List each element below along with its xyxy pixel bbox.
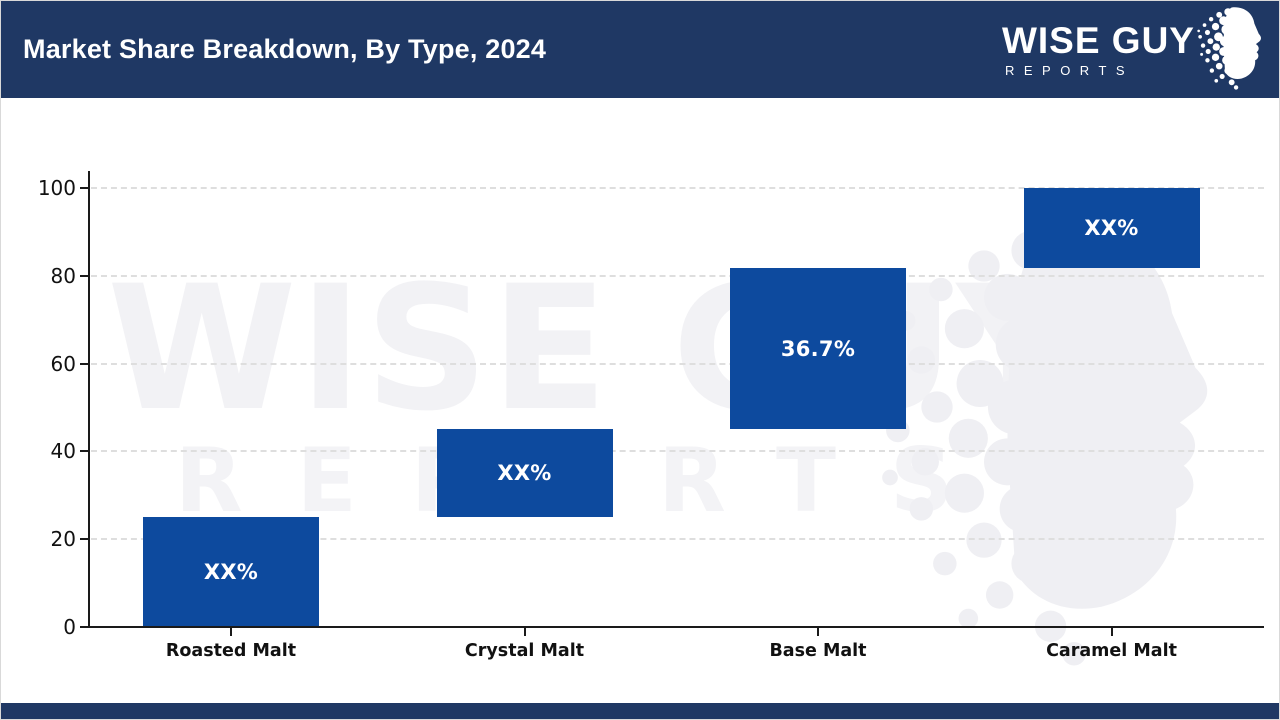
y-tick-mark (80, 450, 88, 453)
y-tick-label: 0 (63, 615, 76, 639)
chart-title: Market Share Breakdown, By Type, 2024 (23, 34, 547, 64)
gridline (91, 450, 1264, 453)
bar-roasted-malt: XX% (143, 517, 319, 627)
x-tick-mark (817, 628, 819, 636)
y-tick-mark (80, 274, 88, 277)
logo-wordmark: WISE GUY (1001, 19, 1195, 61)
gridline (91, 362, 1264, 365)
bar-value-label: XX% (203, 560, 259, 585)
x-tick-mark (230, 628, 232, 636)
logo-subtext: REPORTS (1004, 62, 1135, 78)
y-tick-label: 80 (50, 263, 76, 288)
y-tick-label: 20 (50, 527, 76, 552)
y-tick-mark (80, 538, 88, 541)
y-tick-mark (80, 187, 88, 189)
x-category-label: Crystal Malt (464, 641, 585, 661)
y-tick-label: 40 (50, 439, 76, 464)
gridline (91, 538, 1264, 541)
bar-value-label: XX% (1084, 216, 1139, 241)
y-tick-label: 100 (37, 176, 76, 200)
y-tick-mark (80, 362, 88, 365)
y-tick-mark (80, 626, 88, 628)
gridline (91, 274, 1264, 277)
bar-caramel-malt: XX% (1023, 188, 1200, 269)
y-tick-label: 60 (50, 351, 76, 376)
x-tick-mark (1110, 628, 1113, 636)
wiseguy-logo: WISE GUY REPORTS (1002, 6, 1267, 94)
bar-crystal-malt: XX% (436, 429, 613, 518)
header-bar: Market Share Breakdown, By Type, 2024 WI… (1, 1, 1279, 98)
logo-text: WISE GUY REPORTS (1002, 22, 1195, 78)
bar-value-label: 36.7% (780, 336, 856, 361)
x-tick-mark (523, 628, 526, 636)
wiseguy-head-icon (1197, 6, 1261, 90)
footer-bar (1, 703, 1279, 719)
y-axis-spine (88, 171, 90, 628)
bar-base-malt: 36.7% (730, 268, 906, 430)
x-category-label: Roasted Malt (165, 641, 297, 661)
x-category-label: Base Malt (769, 641, 867, 661)
x-axis-spine (88, 626, 1264, 628)
x-category-label: Caramel Malt (1046, 641, 1177, 661)
gridline (91, 187, 1264, 189)
bar-value-label: XX% (497, 461, 552, 486)
